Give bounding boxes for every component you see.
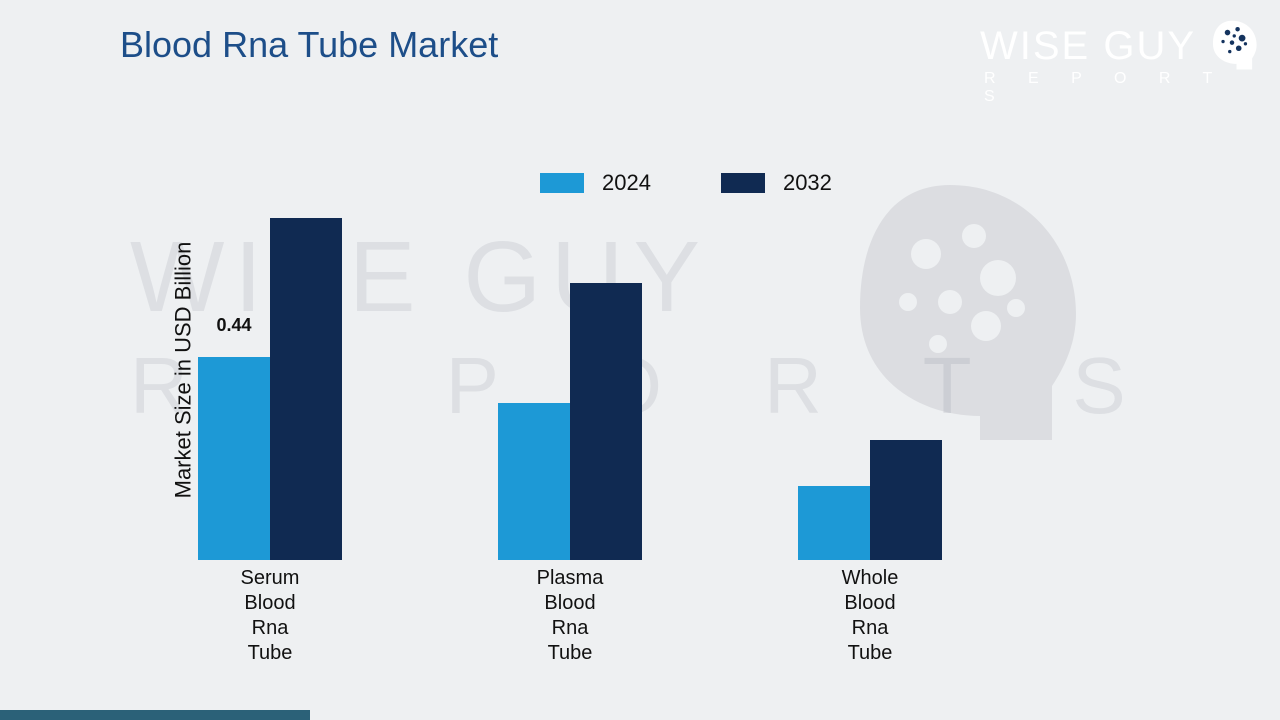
- bar: [270, 218, 342, 560]
- legend-item: 2032: [721, 170, 832, 196]
- bar-group: [780, 440, 960, 560]
- brand-sub-text: R E P O R T S: [984, 70, 1250, 106]
- legend-swatch: [721, 173, 765, 193]
- bottom-accent-bar: [0, 710, 310, 720]
- chart-legend: 2024 2032: [540, 170, 832, 196]
- bar: [570, 283, 642, 560]
- brand-head-icon: [1204, 18, 1260, 74]
- category-label: PlasmaBloodRnaTube: [480, 566, 660, 666]
- brand-main-text: WISE GUY: [980, 24, 1196, 69]
- bar-value-label: 0.44: [216, 315, 251, 336]
- legend-item: 2024: [540, 170, 651, 196]
- brand-logo: WISE GUY R E P O R T S: [980, 18, 1250, 106]
- bar: [870, 440, 942, 560]
- bar-group: 0.44: [180, 218, 360, 560]
- legend-label: 2032: [783, 170, 832, 196]
- category-label: WholeBloodRnaTube: [780, 566, 960, 666]
- category-label: SerumBloodRnaTube: [180, 566, 360, 666]
- bar-group: [480, 283, 660, 560]
- bar: [198, 357, 270, 560]
- bar: [798, 486, 870, 560]
- bar: [498, 403, 570, 560]
- legend-swatch: [540, 173, 584, 193]
- chart-plot-area: 0.44: [120, 200, 940, 560]
- chart-stage: WISE GUY R E P O R T S WISE GUY: [0, 0, 1280, 720]
- chart-title: Blood Rna Tube Market: [120, 24, 498, 66]
- legend-label: 2024: [602, 170, 651, 196]
